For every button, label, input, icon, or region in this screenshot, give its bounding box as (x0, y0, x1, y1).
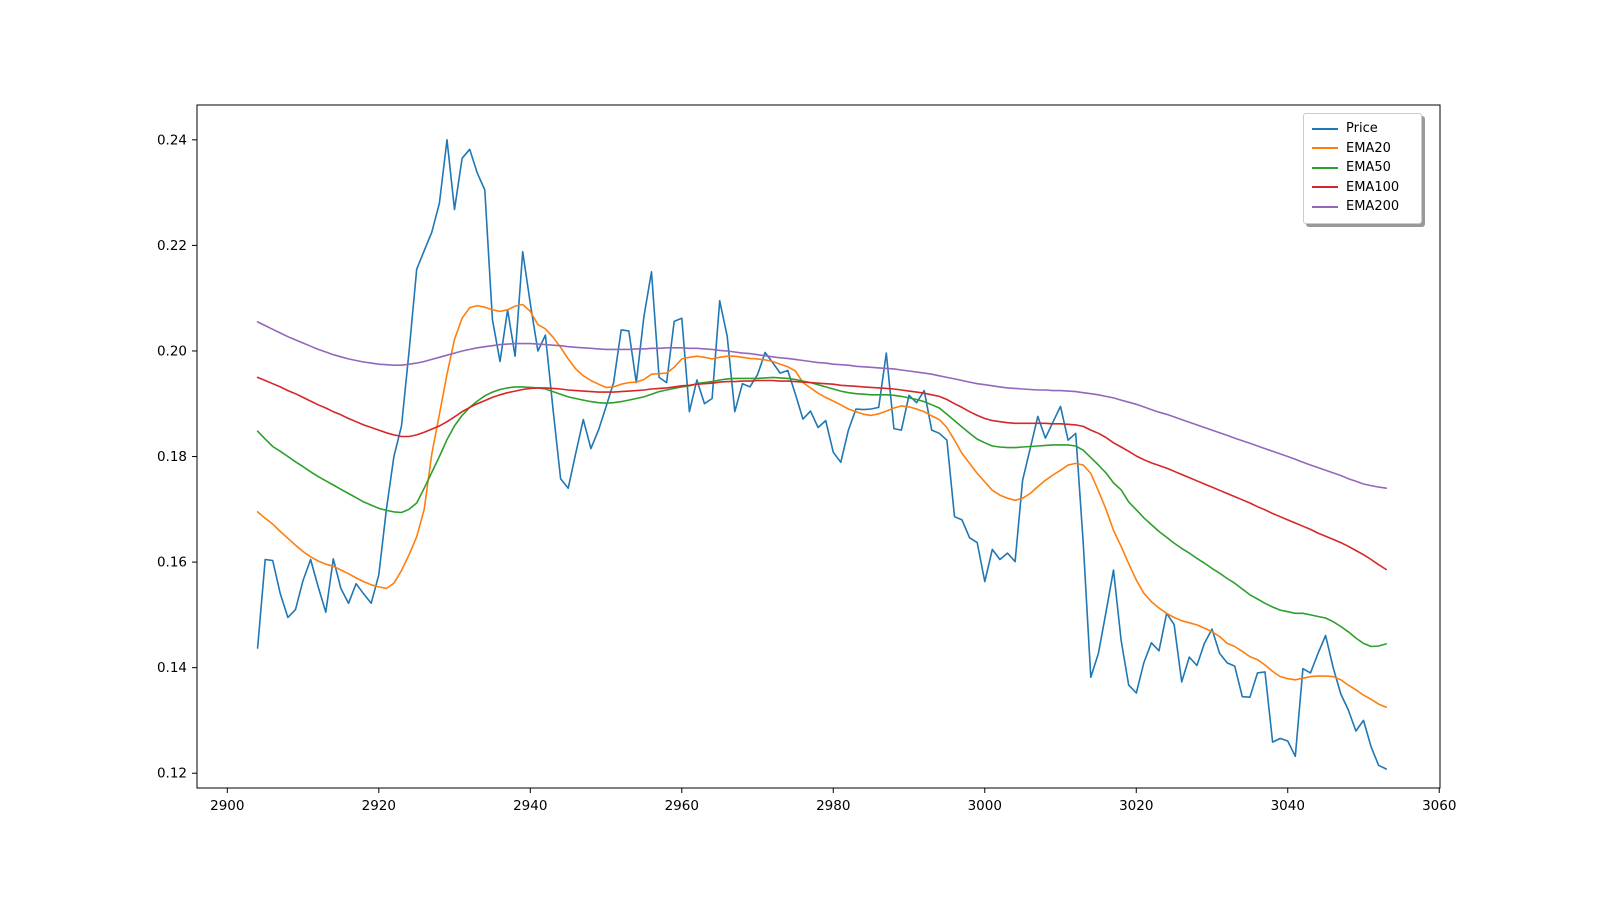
legend-line-sample-ema100 (1312, 186, 1338, 189)
series-line-ema50 (256, 376, 1387, 648)
legend-item-ema100: EMA100 (1312, 178, 1413, 198)
y-tick-label: 0.14 (157, 660, 187, 676)
legend-line-sample-ema50 (1312, 166, 1338, 169)
series-line-price (256, 139, 1387, 770)
x-tick-label: 3040 (1271, 798, 1305, 814)
legend-item-ema200: EMA200 (1312, 197, 1413, 217)
legend: Price EMA20 EMA50 EMA100 EMA200 (1303, 113, 1422, 224)
y-tick-label: 0.12 (157, 766, 187, 782)
legend-item-price: Price (1312, 119, 1413, 139)
legend-label-ema100: EMA100 (1346, 179, 1400, 195)
x-tick-label: 3060 (1422, 798, 1456, 814)
x-tick-label: 2960 (665, 798, 699, 814)
series-line-ema100 (256, 376, 1387, 571)
y-tick-label: 0.24 (157, 132, 187, 148)
y-tick-label: 0.22 (157, 238, 187, 254)
x-tick-label: 2920 (362, 798, 396, 814)
legend-label-ema50: EMA50 (1346, 160, 1391, 175)
y-tick-label: 0.18 (157, 449, 187, 465)
legend-line-sample-ema20 (1312, 147, 1338, 150)
plot-border (196, 104, 1441, 789)
series-line-ema20 (256, 303, 1387, 709)
x-tick-label: 2900 (210, 798, 244, 814)
legend-item-ema20: EMA20 (1312, 139, 1413, 159)
legend-line-sample-price (1312, 127, 1338, 130)
y-tick-label: 0.16 (157, 555, 187, 571)
legend-item-ema50: EMA50 (1312, 158, 1413, 178)
legend-label-ema20: EMA20 (1346, 140, 1391, 156)
x-tick-label: 3020 (1119, 798, 1153, 814)
x-tick-label: 2980 (816, 798, 850, 814)
x-tick-label: 3000 (968, 798, 1002, 814)
series-line-ema200 (256, 321, 1387, 490)
legend-line-sample-ema200 (1312, 205, 1338, 208)
legend-label-ema200: EMA200 (1346, 199, 1400, 214)
y-tick-label: 0.20 (157, 343, 187, 359)
legend-label-price: Price (1346, 121, 1378, 136)
x-tick-label: 2940 (513, 798, 547, 814)
